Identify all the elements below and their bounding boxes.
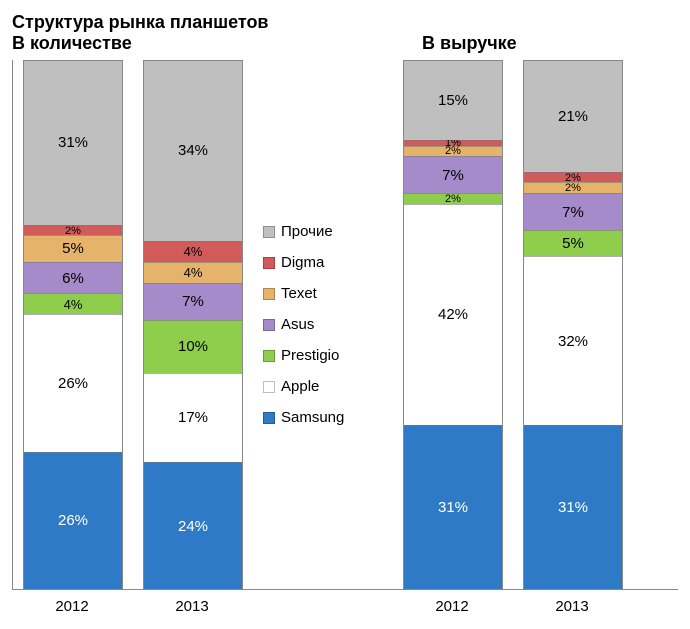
legend-item-apple: Apple (263, 378, 393, 395)
x-label: 2012 (12, 598, 132, 615)
segment-label: 4% (184, 244, 203, 259)
segment-label: 7% (182, 293, 204, 310)
segment-prestigio: 4% (24, 293, 122, 314)
xaxis-panel: 20122013 (12, 598, 252, 615)
segment-prestigio: 2% (404, 193, 502, 204)
segment-texet: 4% (144, 262, 242, 283)
bar-slot: 31% 32% 5% 7% 2%2% 21% (513, 60, 633, 589)
stacked-bar-revenue-2013: 31% 32% 5% 7% 2%2% 21% (523, 60, 623, 589)
segment-apple: 17% (144, 373, 242, 463)
segment-label: 4% (64, 297, 83, 312)
xaxis-spacer (252, 598, 392, 615)
subtitle-quantity: В количестве (12, 33, 422, 54)
segment-asus: 6% (24, 262, 122, 294)
x-label: 2012 (392, 598, 512, 615)
legend-swatch (263, 319, 275, 331)
segment-прочие: 15% (404, 61, 502, 140)
legend-item-prestigio: Prestigio (263, 347, 393, 364)
legend-swatch (263, 412, 275, 424)
legend-label: Digma (281, 254, 324, 271)
segment-apple: 32% (524, 256, 622, 425)
legend-label: Asus (281, 316, 314, 333)
stacked-bar-revenue-2012: 31%42%2%7%2%1%15% (403, 60, 503, 589)
x-axis: 2012201320122013 (12, 598, 678, 615)
segment-digma: 4% (144, 241, 242, 262)
segment-label: 21% (558, 108, 588, 125)
legend-label: Prestigio (281, 347, 339, 364)
segment-label: 10% (178, 338, 208, 355)
legend-swatch (263, 381, 275, 393)
main-title: Структура рынка планшетов (12, 12, 678, 33)
segment-прочие: 34% (144, 61, 242, 241)
legend-item-samsung: Samsung (263, 409, 393, 426)
segment-label: 2% (565, 182, 581, 194)
bar-slot: 24% 17% 10% 7% 4% 4% 34% (133, 60, 253, 589)
legend-swatch (263, 350, 275, 362)
segment-label: 26% (58, 512, 88, 529)
segment-label: 31% (58, 134, 88, 151)
segment-label: 7% (562, 204, 584, 221)
segment-texet: 2% (524, 182, 622, 193)
segment-label: 5% (562, 235, 584, 252)
segment-label: 24% (178, 518, 208, 535)
xaxis-panel: 20122013 (392, 598, 632, 615)
segment-label: 26% (58, 375, 88, 392)
segment-asus: 7% (404, 156, 502, 193)
legend: Прочие Digma Texet Asus Prestigio Apple Samsun… (253, 60, 393, 589)
stacked-bar-quantity-2012: 26% 26% 4% 6% 5% 2% 31% (23, 60, 123, 589)
segment-apple: 26% (24, 314, 122, 451)
legend-item-digma: Digma (263, 254, 393, 271)
legend-swatch (263, 288, 275, 300)
segment-прочие: 31% (24, 61, 122, 225)
legend-swatch (263, 257, 275, 269)
legend-item-texet: Texet (263, 285, 393, 302)
legend-label: Texet (281, 285, 317, 302)
legend-label: Apple (281, 378, 319, 395)
segment-digma: 2% (24, 225, 122, 236)
segment-label: 4% (184, 265, 203, 280)
segment-digma: 2% (524, 172, 622, 183)
segment-label: 15% (438, 92, 468, 109)
segment-apple: 42% (404, 204, 502, 426)
segment-samsung: 26% (24, 452, 122, 589)
chart-area: 26% 26% 4% 6% 5% 2% 31% 24% 17% 10% 7% 4% 4% 34% Прочи… (12, 60, 678, 590)
legend-label: Прочие (281, 223, 333, 240)
stacked-bar-quantity-2013: 24% 17% 10% 7% 4% 4% 34% (143, 60, 243, 589)
segment-prestigio: 10% (144, 320, 242, 373)
panel-quantity: 26% 26% 4% 6% 5% 2% 31% 24% 17% 10% 7% 4% 4% 34% (13, 60, 253, 589)
segment-samsung: 31% (524, 425, 622, 589)
legend-label: Samsung (281, 409, 344, 426)
segment-texet: 5% (24, 235, 122, 261)
segment-label: 6% (62, 270, 84, 287)
segment-label: 34% (178, 142, 208, 159)
subtitle-row: В количестве В выручке (12, 33, 678, 54)
bar-slot: 31%42%2%7%2%1%15% (393, 60, 513, 589)
legend-item-asus: Asus (263, 316, 393, 333)
subtitle-revenue: В выручке (422, 33, 517, 54)
segment-label: 7% (442, 167, 464, 184)
panel-revenue: 31% 42% 2% 7% 2% 1% 15% 31% 32% 5% 7% 2%2% 21% (393, 60, 633, 589)
segment-прочие: 21% (524, 61, 622, 172)
segment-asus: 7% (524, 193, 622, 230)
segment-samsung: 31% (404, 425, 502, 589)
segment-label: 32% (558, 333, 588, 350)
segment-label: 42% (438, 306, 468, 323)
segment-digma: 1% (404, 140, 502, 145)
legend-swatch (263, 226, 275, 238)
segment-prestigio: 5% (524, 230, 622, 256)
bar-slot: 26% 26% 4% 6% 5% 2% 31% (13, 60, 133, 589)
segment-label: 31% (558, 499, 588, 516)
segment-label: 17% (178, 409, 208, 426)
legend-item-прочие: Прочие (263, 223, 393, 240)
x-label: 2013 (132, 598, 252, 615)
segment-label: 5% (62, 240, 84, 257)
segment-label: 2% (565, 172, 581, 184)
segment-asus: 7% (144, 283, 242, 320)
segment-samsung: 24% (144, 462, 242, 589)
segment-label: 2% (65, 225, 81, 237)
segment-label: 31% (438, 499, 468, 516)
segment-label: 2% (445, 193, 461, 205)
x-label: 2013 (512, 598, 632, 615)
